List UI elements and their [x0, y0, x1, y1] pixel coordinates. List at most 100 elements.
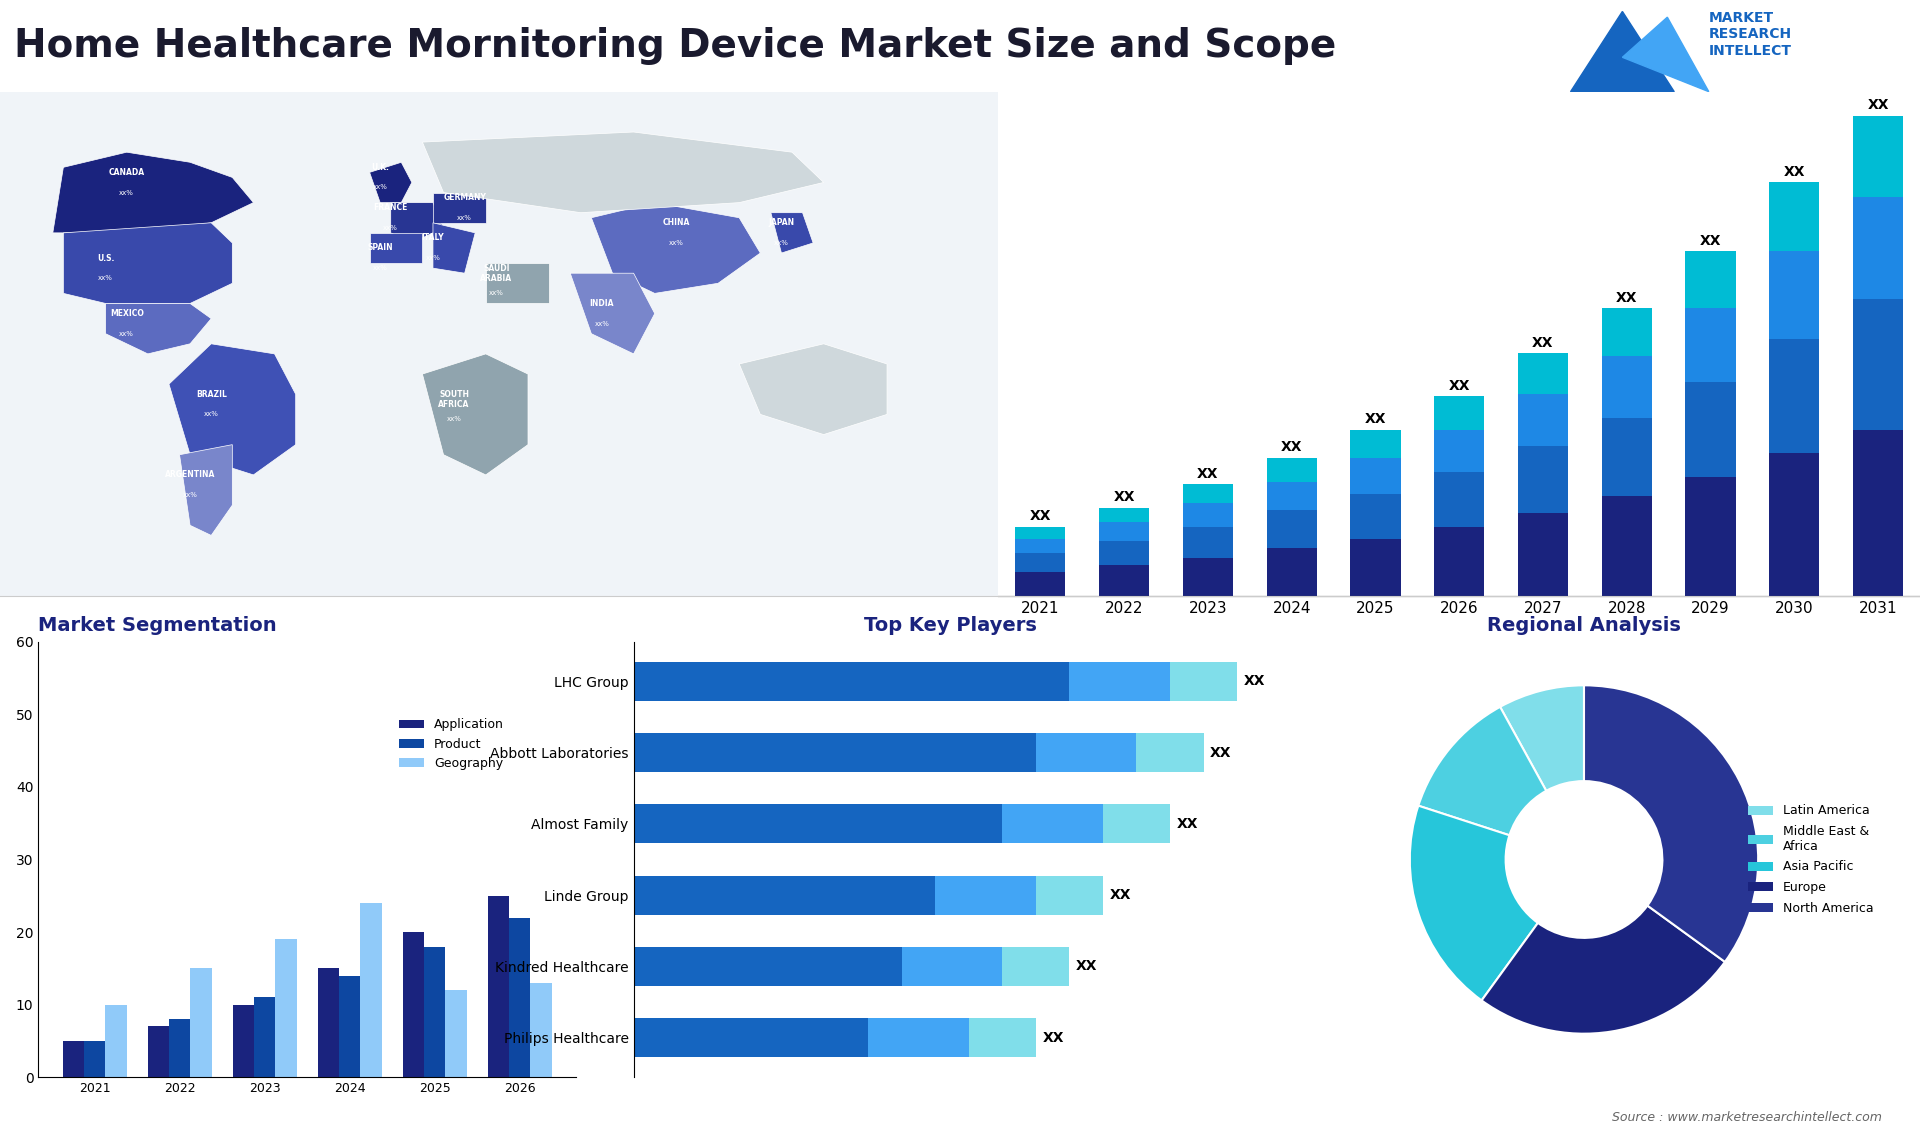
Polygon shape [591, 203, 760, 293]
Bar [84, 1041, 106, 1077]
Bar [1601, 417, 1651, 496]
Polygon shape [739, 344, 887, 434]
Bar [1098, 508, 1150, 523]
Bar [1768, 251, 1820, 339]
Bar [634, 1018, 868, 1058]
Text: xx%: xx% [668, 240, 684, 246]
Bar [1183, 558, 1233, 596]
Polygon shape [1571, 11, 1674, 92]
Bar [63, 1041, 84, 1077]
Bar [1098, 523, 1150, 541]
Bar [1350, 430, 1400, 458]
Bar [1002, 947, 1069, 986]
Text: xx%: xx% [372, 185, 388, 190]
Bar [634, 947, 902, 986]
Text: XX: XX [1281, 440, 1302, 455]
Polygon shape [169, 344, 296, 474]
Text: XX: XX [1177, 817, 1198, 831]
Bar [1267, 510, 1317, 549]
Bar [1768, 182, 1820, 251]
Bar [1519, 353, 1569, 394]
Bar [634, 804, 1002, 843]
Text: XX: XX [1699, 234, 1722, 248]
Text: XX: XX [1075, 959, 1098, 973]
Polygon shape [1622, 17, 1709, 92]
Bar [1137, 733, 1204, 772]
Text: BRAZIL: BRAZIL [196, 390, 227, 399]
Bar [935, 876, 1037, 915]
Polygon shape [432, 222, 476, 273]
Text: XX: XX [1196, 466, 1219, 480]
Text: INDIA: INDIA [589, 299, 614, 308]
Bar [1267, 549, 1317, 596]
Text: ITALY: ITALY [422, 234, 444, 243]
Bar [1183, 503, 1233, 527]
Bar [148, 1027, 169, 1077]
Bar [1102, 804, 1169, 843]
Text: XX: XX [1110, 888, 1131, 902]
Text: U.K.: U.K. [371, 163, 390, 172]
Text: XX: XX [1617, 291, 1638, 305]
Bar [1434, 430, 1484, 472]
Bar [361, 903, 382, 1077]
Wedge shape [1409, 806, 1538, 1000]
Text: ARGENTINA: ARGENTINA [165, 470, 215, 479]
Bar [1434, 527, 1484, 596]
Bar [634, 733, 1037, 772]
Text: SOUTH
AFRICA: SOUTH AFRICA [438, 390, 470, 409]
Polygon shape [422, 132, 824, 213]
Wedge shape [1500, 685, 1584, 791]
Text: XX: XX [1210, 746, 1233, 760]
Bar [1519, 446, 1569, 512]
Bar [970, 1018, 1037, 1058]
Text: xx%: xx% [774, 240, 789, 246]
Bar [1037, 733, 1137, 772]
Bar [634, 661, 1069, 701]
Bar [868, 1018, 970, 1058]
Bar [1686, 477, 1736, 596]
Bar [1601, 308, 1651, 355]
Bar [902, 947, 1002, 986]
Text: XX: XX [1532, 336, 1553, 350]
Polygon shape [180, 445, 232, 535]
Bar [190, 968, 211, 1077]
Bar [253, 997, 275, 1077]
Text: U.S.: U.S. [96, 253, 115, 262]
Text: XX: XX [1114, 490, 1135, 504]
Title: Regional Analysis: Regional Analysis [1488, 615, 1680, 635]
Bar [169, 1019, 190, 1077]
Bar [275, 940, 296, 1077]
Polygon shape [422, 354, 528, 474]
Text: xx%: xx% [457, 214, 472, 221]
Bar [1098, 565, 1150, 596]
Bar [1069, 661, 1169, 701]
Bar [1519, 394, 1569, 446]
Bar [1768, 454, 1820, 596]
Bar [1350, 494, 1400, 539]
Text: Home Healthcare Mornitoring Device Market Size and Scope: Home Healthcare Mornitoring Device Marke… [15, 26, 1336, 65]
Text: xx%: xx% [490, 290, 503, 297]
Wedge shape [1584, 685, 1759, 961]
Bar [1267, 458, 1317, 481]
Bar [530, 983, 551, 1077]
Polygon shape [369, 233, 422, 264]
Bar [509, 918, 530, 1077]
Text: xx%: xx% [372, 265, 388, 272]
Text: SAUDI
ARABIA: SAUDI ARABIA [480, 264, 513, 283]
Bar [1098, 541, 1150, 565]
Text: xx%: xx% [182, 492, 198, 499]
Polygon shape [54, 152, 253, 233]
Text: XX: XX [1244, 674, 1265, 688]
Legend: Application, Product, Geography: Application, Product, Geography [394, 713, 509, 775]
Text: XX: XX [1029, 510, 1050, 524]
Text: FRANCE: FRANCE [374, 203, 407, 212]
Text: SPAIN: SPAIN [367, 243, 394, 252]
Bar [1601, 496, 1651, 596]
Text: xx%: xx% [447, 416, 461, 423]
Bar [1037, 876, 1102, 915]
Wedge shape [1419, 707, 1546, 835]
Bar [1434, 397, 1484, 430]
Text: CANADA: CANADA [109, 167, 144, 176]
Text: GERMANY: GERMANY [444, 193, 486, 202]
Text: xx%: xx% [119, 189, 134, 196]
